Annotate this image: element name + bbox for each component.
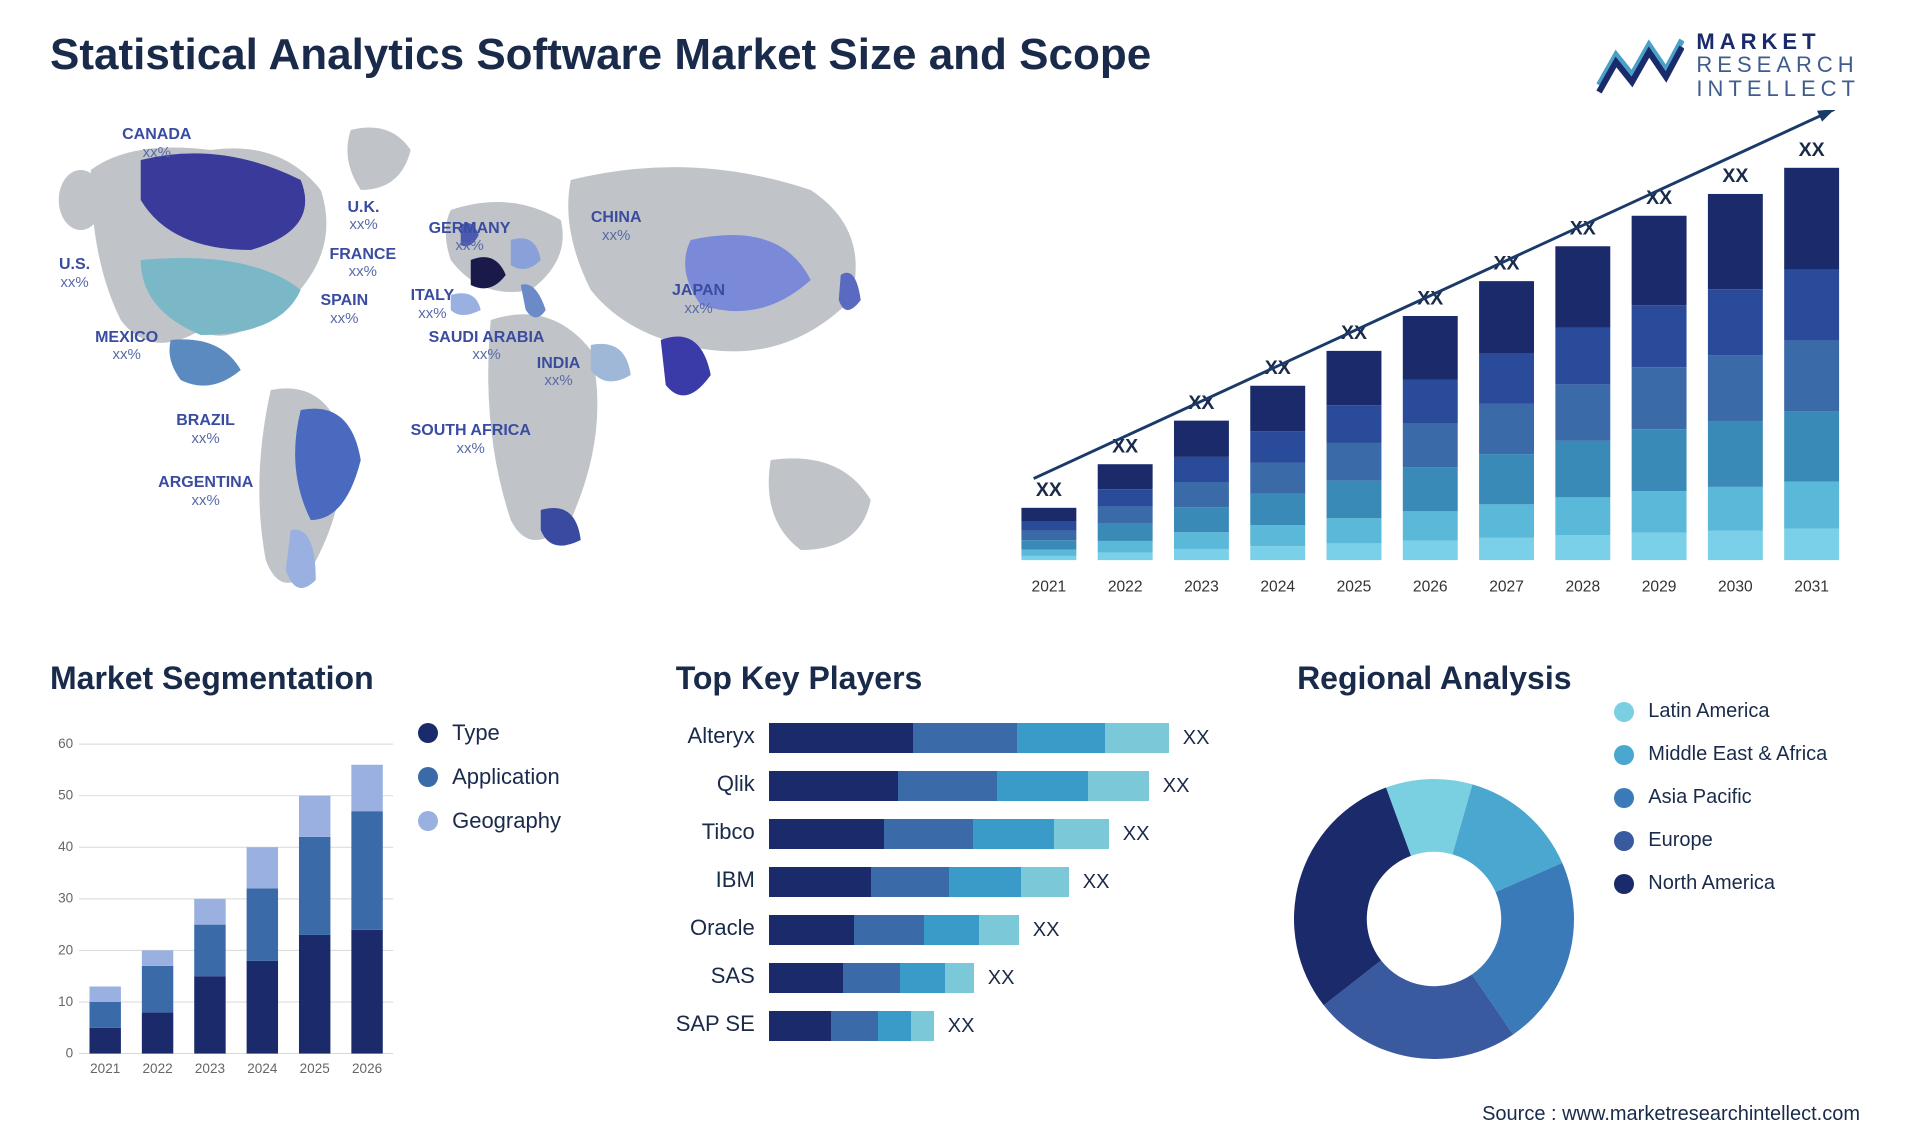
map-label-france: FRANCExx% <box>329 246 396 281</box>
svg-text:30: 30 <box>58 891 73 906</box>
growth-chart: XX2021XX2022XX2023XX2024XX2025XX2026XX20… <box>991 100 1870 620</box>
regional-panel: Regional Analysis Latin America Middle Ea… <box>1274 660 1870 1100</box>
svg-text:XX: XX <box>1723 165 1749 187</box>
player-bar-tibco: XX <box>769 819 1245 849</box>
regional-legend: Latin America Middle East & Africa Asia Pa… <box>1614 660 1870 1100</box>
svg-text:2029: 2029 <box>1642 578 1677 595</box>
svg-text:2021: 2021 <box>1032 578 1067 595</box>
player-bar-ibm: XX <box>769 867 1245 897</box>
player-bar-qlik: XX <box>769 771 1245 801</box>
logo-line3: INTELLECT <box>1696 77 1860 100</box>
svg-text:40: 40 <box>58 839 73 854</box>
map-label-spain: SPAINxx% <box>320 292 368 327</box>
region-legend-europe: Europe <box>1614 829 1870 852</box>
region-legend-asiapacific: Asia Pacific <box>1614 786 1870 809</box>
svg-text:2030: 2030 <box>1718 578 1753 595</box>
player-label-ibm: IBM <box>676 865 755 895</box>
svg-text:50: 50 <box>58 788 73 803</box>
region-legend-middleeastafrica: Middle East & Africa <box>1614 743 1870 766</box>
player-label-alteryx: Alteryx <box>676 721 755 751</box>
segmentation-legend: Type Application Geography <box>418 660 646 1100</box>
players-bars: XX XX XX XX XX XX XX <box>769 717 1245 1041</box>
svg-text:2025: 2025 <box>300 1061 330 1076</box>
player-label-sapse: SAP SE <box>676 1009 755 1039</box>
svg-text:2027: 2027 <box>1490 578 1525 595</box>
svg-text:10: 10 <box>58 994 73 1009</box>
svg-text:2022: 2022 <box>1108 578 1143 595</box>
svg-text:XX: XX <box>1036 479 1062 501</box>
regional-title: Regional Analysis <box>1274 660 1594 697</box>
map-label-india: INDIAxx% <box>537 355 581 390</box>
player-bar-oracle: XX <box>769 915 1245 945</box>
player-bar-sas: XX <box>769 963 1245 993</box>
svg-text:2023: 2023 <box>195 1061 225 1076</box>
region-legend-northamerica: North America <box>1614 872 1870 895</box>
map-label-canada: CANADAxx% <box>122 126 191 161</box>
source-line: Source : www.marketresearchintellect.com <box>1482 1103 1860 1126</box>
svg-text:2025: 2025 <box>1337 578 1372 595</box>
map-label-germany: GERMANYxx% <box>429 220 511 255</box>
svg-text:2026: 2026 <box>352 1061 382 1076</box>
map-label-china: CHINAxx% <box>591 209 642 244</box>
region-legend-latinamerica: Latin America <box>1614 700 1870 723</box>
seg-legend-application: Application <box>418 764 646 790</box>
svg-text:2023: 2023 <box>1185 578 1220 595</box>
map-label-mexico: MEXICOxx% <box>95 329 158 364</box>
svg-text:20: 20 <box>58 942 73 957</box>
svg-text:2021: 2021 <box>90 1061 120 1076</box>
svg-text:2022: 2022 <box>143 1061 173 1076</box>
player-label-tibco: Tibco <box>676 817 755 847</box>
world-map: CANADAxx% U.S.xx% MEXICOxx% BRAZILxx% ARGENT… <box>50 100 951 620</box>
svg-text:2031: 2031 <box>1795 578 1830 595</box>
segmentation-title: Market Segmentation <box>50 660 398 697</box>
map-label-italy: ITALYxx% <box>411 287 455 322</box>
player-label-sas: SAS <box>676 961 755 991</box>
map-label-japan: JAPANxx% <box>672 282 725 317</box>
map-label-uk: U.K.xx% <box>347 199 379 234</box>
segmentation-chart-svg: 0 10 20 30 40 50 60 2021 2022 2023 2024 2025 2026 <box>50 717 398 1100</box>
svg-text:2026: 2026 <box>1413 578 1448 595</box>
svg-text:2024: 2024 <box>1261 578 1296 595</box>
players-panel: Top Key Players Alteryx Qlik Tibco IBM Oracl… <box>676 660 1245 1100</box>
player-bar-alteryx: XX <box>769 723 1245 753</box>
svg-text:2028: 2028 <box>1566 578 1601 595</box>
map-label-southafrica: SOUTH AFRICAxx% <box>411 422 531 457</box>
svg-text:XX: XX <box>1189 392 1215 414</box>
svg-text:XX: XX <box>1799 139 1825 161</box>
svg-text:0: 0 <box>66 1045 74 1060</box>
logo-icon <box>1594 30 1684 100</box>
players-labels: Alteryx Qlik Tibco IBM Oracle SAS SAP SE <box>676 717 755 1041</box>
brand-logo: MARKET RESEARCH INTELLECT <box>1594 30 1860 100</box>
segmentation-panel: Market Segmentation 0 10 20 30 40 50 60 2021 202… <box>50 660 646 1100</box>
growth-chart-svg: XX2021XX2022XX2023XX2024XX2025XX2026XX20… <box>1001 110 1860 620</box>
map-label-brazil: BRAZILxx% <box>176 412 235 447</box>
player-label-oracle: Oracle <box>676 913 755 943</box>
seg-legend-geography: Geography <box>418 808 646 834</box>
logo-line1: MARKET <box>1696 30 1860 53</box>
logo-line2: RESEARCH <box>1696 53 1860 76</box>
players-title: Top Key Players <box>676 660 1245 697</box>
regional-donut-svg <box>1274 749 1594 1069</box>
svg-text:XX: XX <box>1113 436 1139 458</box>
map-label-us: U.S.xx% <box>59 256 90 291</box>
player-label-qlik: Qlik <box>676 769 755 799</box>
player-bar-sapse: XX <box>769 1011 1245 1041</box>
svg-text:2024: 2024 <box>247 1061 278 1076</box>
svg-text:60: 60 <box>58 736 73 751</box>
seg-legend-type: Type <box>418 720 646 746</box>
map-label-saudiarabia: SAUDI ARABIAxx% <box>429 329 545 364</box>
map-label-argentina: ARGENTINAxx% <box>158 474 253 509</box>
